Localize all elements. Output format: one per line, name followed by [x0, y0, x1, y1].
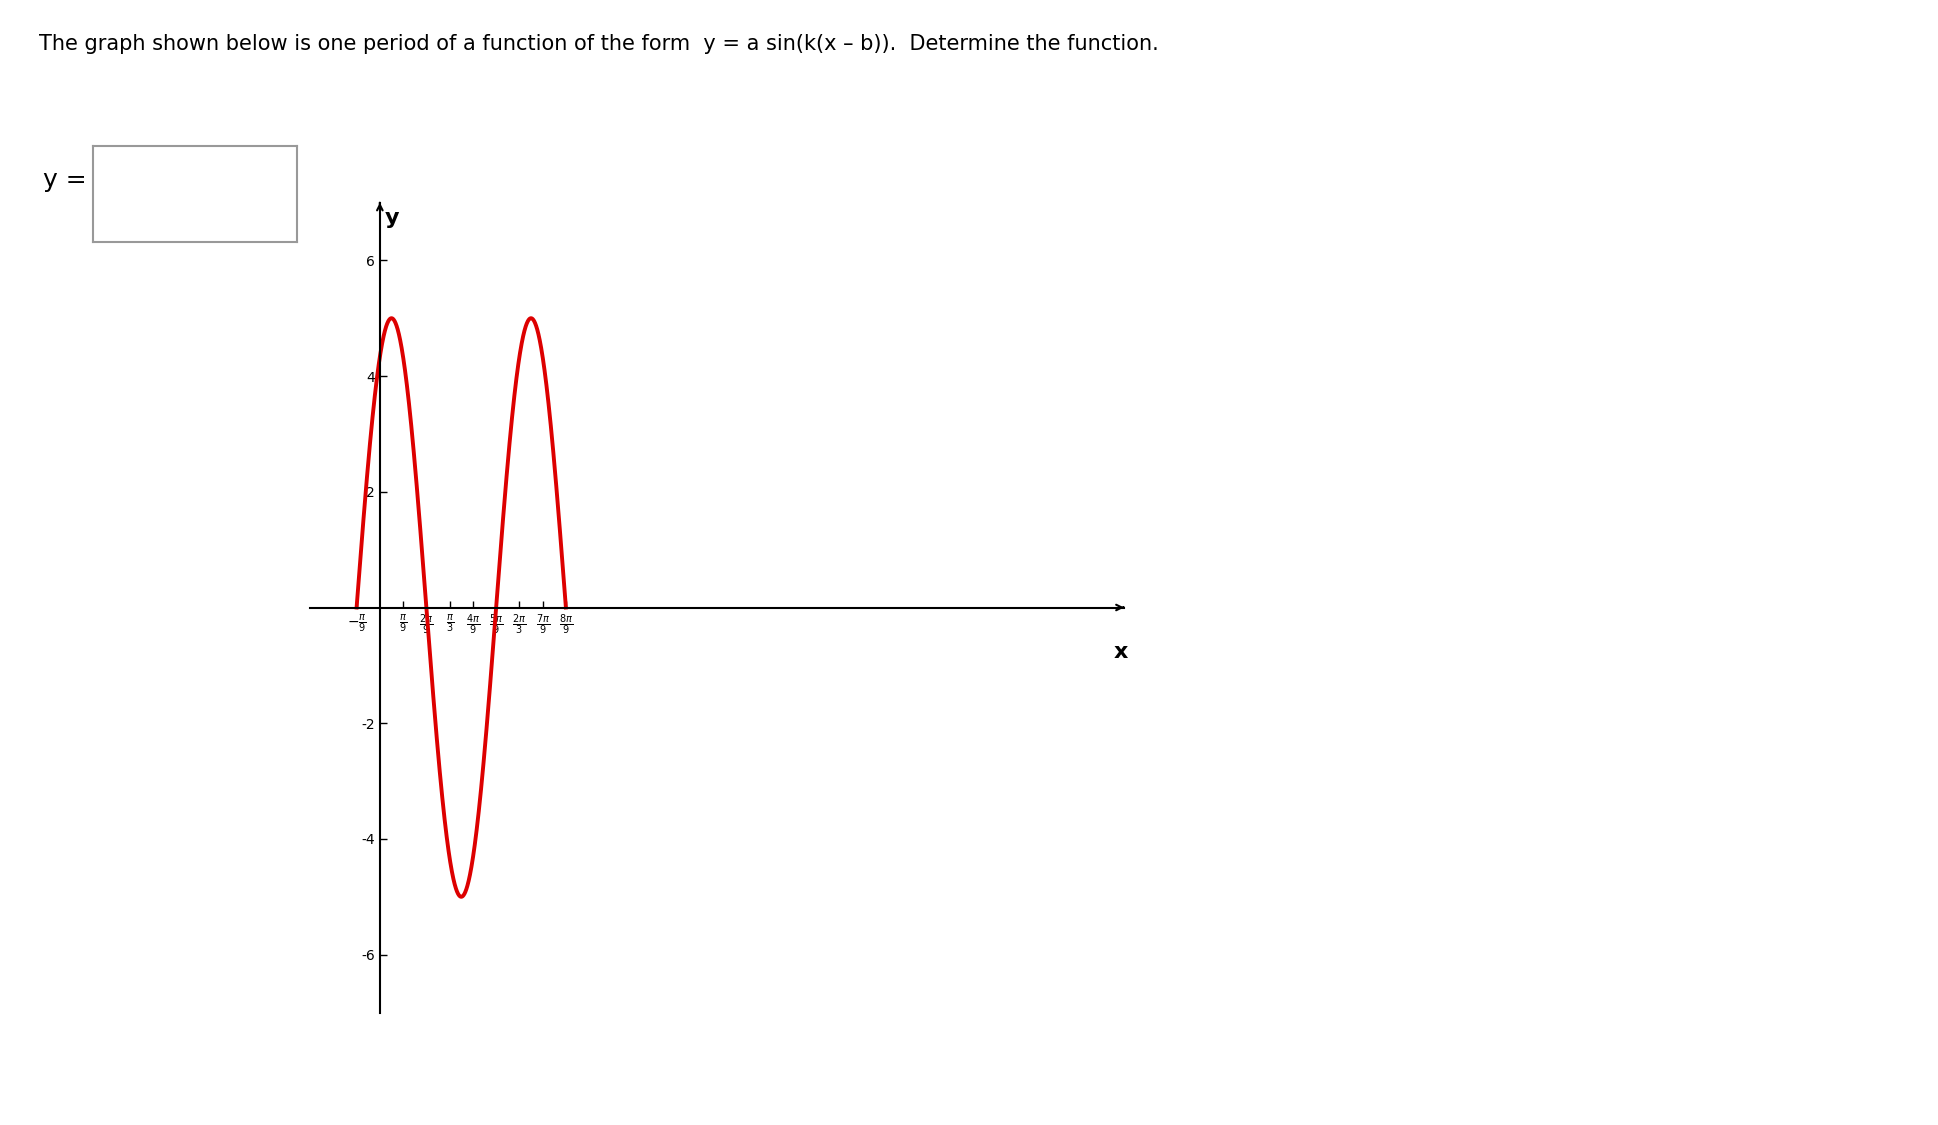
Text: y =: y = — [43, 168, 87, 192]
Text: y: y — [386, 208, 399, 228]
Text: The graph shown below is one period of a function of the form  y = a sin(k(x – b: The graph shown below is one period of a… — [39, 34, 1159, 54]
Text: x: x — [1114, 642, 1128, 663]
